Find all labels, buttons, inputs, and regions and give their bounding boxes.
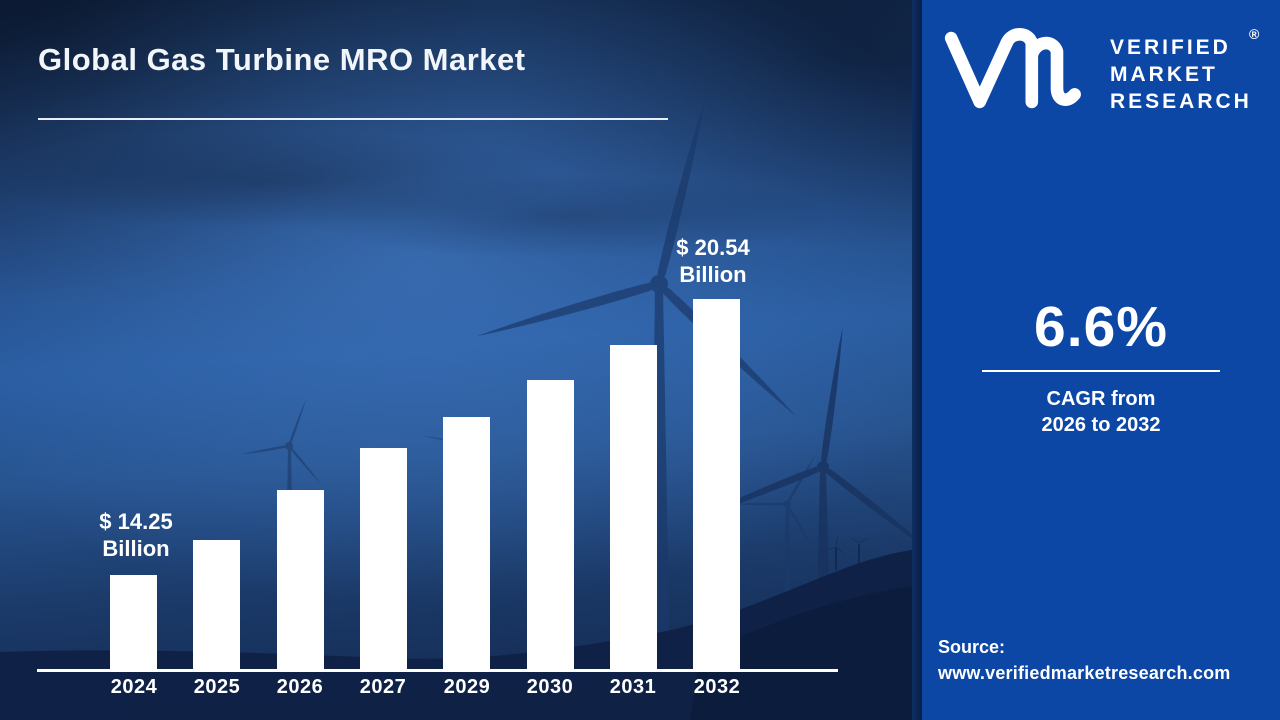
bar-2026 xyxy=(277,490,324,670)
info-panel: VERIFIED MARKET RESEARCH ® 6.6% CAGR fro… xyxy=(922,0,1280,720)
cagr-block: 6.6% CAGR from 2026 to 2032 xyxy=(922,296,1280,438)
vmr-logo-icon xyxy=(944,28,1081,109)
source-url: www.verifiedmarketresearch.com xyxy=(938,663,1231,683)
x-tick-2030: 2030 xyxy=(526,676,574,698)
bar-2025 xyxy=(193,540,240,670)
x-tick-2026: 2026 xyxy=(276,676,324,698)
brand-line-3: RESEARCH xyxy=(1110,90,1252,113)
bar-2031 xyxy=(610,345,657,670)
x-axis-line xyxy=(37,669,838,672)
bar-chart: 2024 2025 2026 2027 2029 2030 2031 2032 xyxy=(110,299,741,698)
x-tick-2029: 2029 xyxy=(443,676,491,698)
registered-trademark-icon: ® xyxy=(1249,26,1260,42)
bar-2032 xyxy=(693,299,740,670)
first-value-line2: Billion xyxy=(102,536,170,561)
brand-name: VERIFIED MARKET RESEARCH xyxy=(1110,34,1252,115)
bar-2029 xyxy=(443,417,490,670)
x-tick-2024: 2024 xyxy=(110,676,158,698)
panel-divider xyxy=(912,0,922,720)
first-value-line1: $ 14.25 xyxy=(99,509,173,534)
source-label: Source: xyxy=(938,637,1006,657)
first-value-label: $ 14.25 Billion xyxy=(99,508,172,562)
last-value-line1: $ 20.54 xyxy=(676,235,750,260)
x-tick-2025: 2025 xyxy=(193,676,241,698)
page-title: Global Gas Turbine MRO Market xyxy=(38,42,526,77)
source-block: Source: www.verifiedmarketresearch.com xyxy=(938,634,1230,686)
cagr-divider xyxy=(982,370,1220,372)
bar-2027 xyxy=(360,448,407,670)
cagr-value: 6.6% xyxy=(1034,295,1168,359)
hills-silhouette xyxy=(0,550,912,720)
last-value-line2: Billion xyxy=(679,262,747,287)
title-underline xyxy=(38,118,668,120)
brand-line-2: MARKET xyxy=(1110,63,1218,86)
bar-2030 xyxy=(527,380,574,670)
x-tick-2032: 2032 xyxy=(693,676,741,698)
chart-area: Global Gas Turbine MRO Market 2024 2025 20… xyxy=(0,0,912,720)
bar-2024 xyxy=(110,575,157,670)
brand-logo: VERIFIED MARKET RESEARCH ® xyxy=(922,0,1280,130)
last-value-label: $ 20.54 Billion xyxy=(676,234,749,288)
near-hill-silhouette xyxy=(690,586,912,720)
x-tick-2031: 2031 xyxy=(609,676,657,698)
tiny-turbines-icon xyxy=(823,533,870,570)
x-tick-2027: 2027 xyxy=(359,676,407,698)
cagr-caption-line2: 2026 to 2032 xyxy=(1041,414,1161,436)
brand-line-1: VERIFIED xyxy=(1110,36,1231,59)
cagr-caption-line1: CAGR from xyxy=(1046,388,1156,410)
